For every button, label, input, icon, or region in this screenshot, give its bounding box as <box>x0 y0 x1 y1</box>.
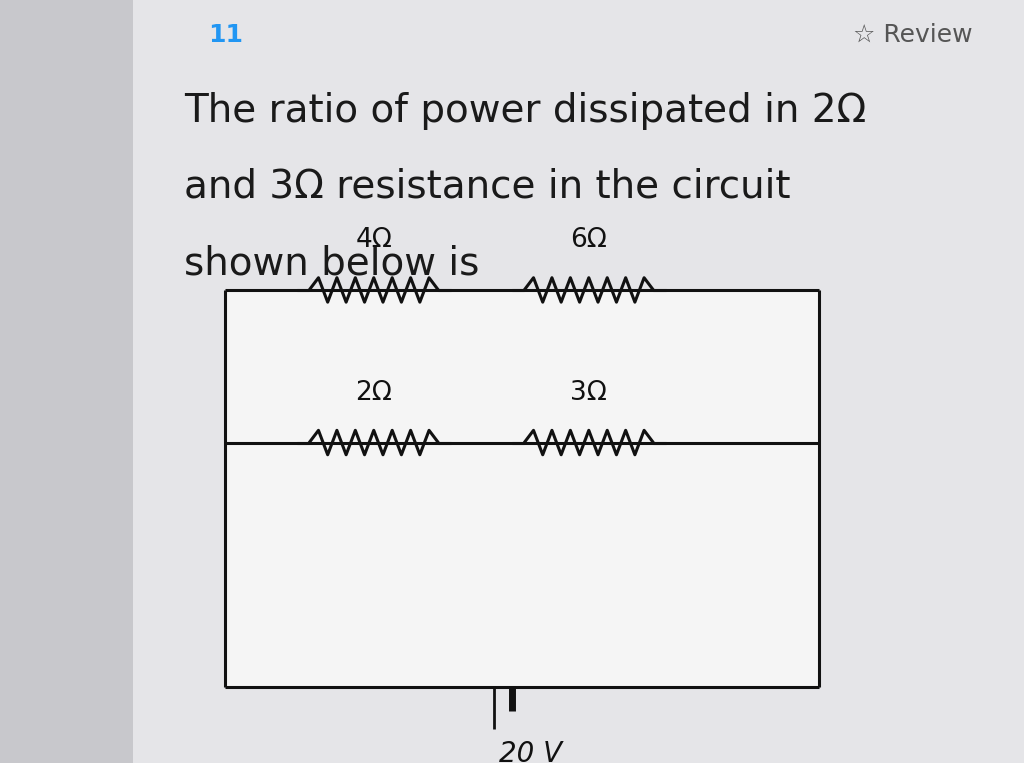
Bar <box>0 0 133 763</box>
Text: 4Ω: 4Ω <box>355 227 392 253</box>
Text: The ratio of power dissipated in 2Ω: The ratio of power dissipated in 2Ω <box>184 92 866 130</box>
Text: 2Ω: 2Ω <box>355 380 392 406</box>
Bar <box>225 290 819 687</box>
Text: 3Ω: 3Ω <box>570 380 607 406</box>
Text: ☆ Review: ☆ Review <box>853 23 973 47</box>
Text: 20 V: 20 V <box>499 740 562 763</box>
Text: and 3Ω resistance in the circuit: and 3Ω resistance in the circuit <box>184 168 791 206</box>
Text: 6Ω: 6Ω <box>570 227 607 253</box>
Text: shown below is: shown below is <box>184 244 479 282</box>
Text: 11: 11 <box>208 23 243 47</box>
